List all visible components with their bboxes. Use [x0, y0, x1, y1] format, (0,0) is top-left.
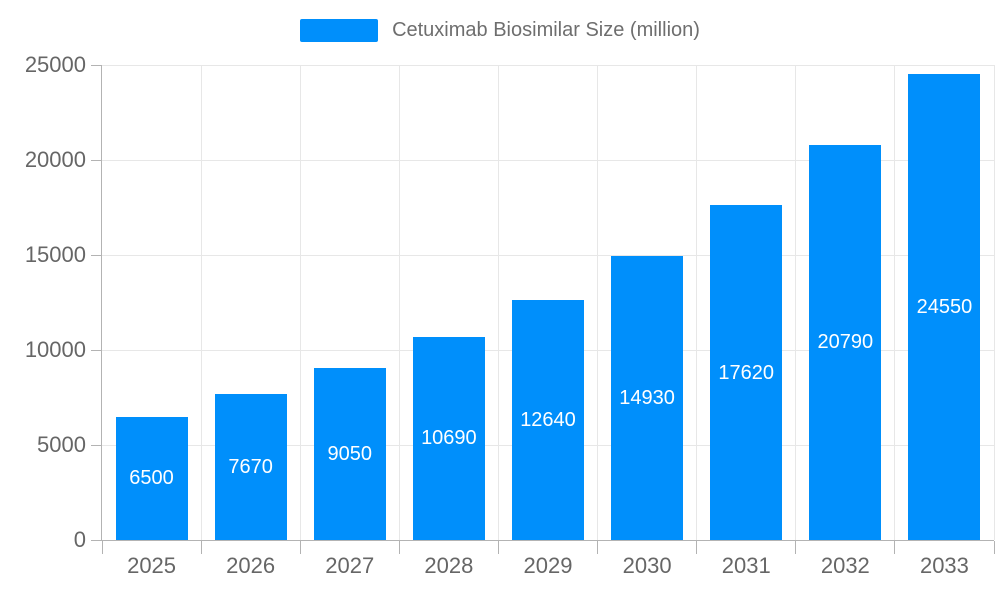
x-axis-label-2032: 2032 — [820, 553, 870, 578]
y-axis-tick — [91, 159, 101, 161]
bar-2033[interactable] — [908, 73, 981, 540]
x-axis-label-2028: 2028 — [424, 553, 474, 578]
x-axis-labels: 2025 2026 2027 2028 2029 2030 2031 2032 2033 — [102, 553, 994, 583]
bar-2031[interactable] — [710, 205, 783, 540]
y-axis-tick — [91, 349, 101, 351]
legend-item[interactable]: Cetuximab Biosimilar Size (million) — [0, 14, 1000, 46]
x-axis-tick — [696, 541, 698, 554]
x-axis-tick — [101, 541, 103, 554]
x-axis-label-2027: 2027 — [325, 553, 375, 578]
x-axis-label-2025: 2025 — [127, 553, 177, 578]
y-axis-tick — [91, 539, 101, 541]
y-axis-labels: 0 5000 10000 15000 20000 25000 — [0, 52, 86, 552]
y-axis-label-0: 0 — [73, 527, 86, 552]
y-axis-label-5000: 5000 — [37, 432, 86, 457]
y-axis-line — [101, 65, 102, 541]
x-axis-tick — [597, 541, 599, 554]
bar-2027[interactable] — [313, 368, 386, 540]
bar-2029[interactable] — [512, 299, 584, 540]
x-axis-label-2031: 2031 — [721, 553, 771, 578]
y-axis-tick — [91, 64, 101, 66]
y-axis-tick — [91, 444, 101, 446]
x-axis-tick — [200, 541, 202, 554]
y-axis-label-20000: 20000 — [24, 147, 86, 172]
x-axis-label-2026: 2026 — [226, 553, 276, 578]
bar-2025[interactable] — [115, 416, 188, 540]
x-axis-tick — [497, 541, 499, 554]
x-axis-label-2030: 2030 — [622, 553, 672, 578]
gridline-vertical — [299, 65, 301, 540]
y-axis-tick — [91, 254, 101, 256]
legend-swatch — [300, 18, 379, 42]
gridline-vertical — [497, 65, 499, 540]
gridline-horizontal — [102, 64, 994, 66]
x-axis-tick — [894, 541, 896, 554]
x-axis-tick — [398, 541, 400, 554]
gridline-horizontal — [102, 159, 994, 161]
x-axis-tick — [795, 541, 797, 554]
gridline-vertical — [398, 65, 400, 540]
plot-area: 6500 7670 9050 10690 12640 14930 17620 20790 245… — [91, 64, 995, 554]
bar-2030[interactable] — [611, 256, 684, 540]
bar-2026[interactable] — [214, 394, 287, 540]
gridline-vertical — [696, 65, 698, 540]
gridline-vertical — [993, 65, 995, 540]
gridline-vertical — [795, 65, 797, 540]
y-axis-label-10000: 10000 — [24, 337, 86, 362]
gridline-horizontal — [102, 254, 994, 256]
x-axis-label-2033: 2033 — [919, 553, 969, 578]
y-axis-label-25000: 25000 — [24, 52, 86, 77]
y-axis-label-15000: 15000 — [24, 242, 86, 267]
bar-2028[interactable] — [412, 336, 485, 540]
x-axis-tick — [299, 541, 301, 554]
x-axis-label-2029: 2029 — [523, 553, 573, 578]
x-axis-tick — [993, 541, 995, 554]
x-axis-line — [101, 540, 994, 541]
gridline-vertical — [894, 65, 896, 540]
bar-2032[interactable] — [809, 145, 882, 540]
legend-label: Cetuximab Biosimilar Size (million) — [392, 19, 700, 41]
gridline-vertical — [200, 65, 202, 540]
gridline-vertical — [597, 65, 599, 540]
